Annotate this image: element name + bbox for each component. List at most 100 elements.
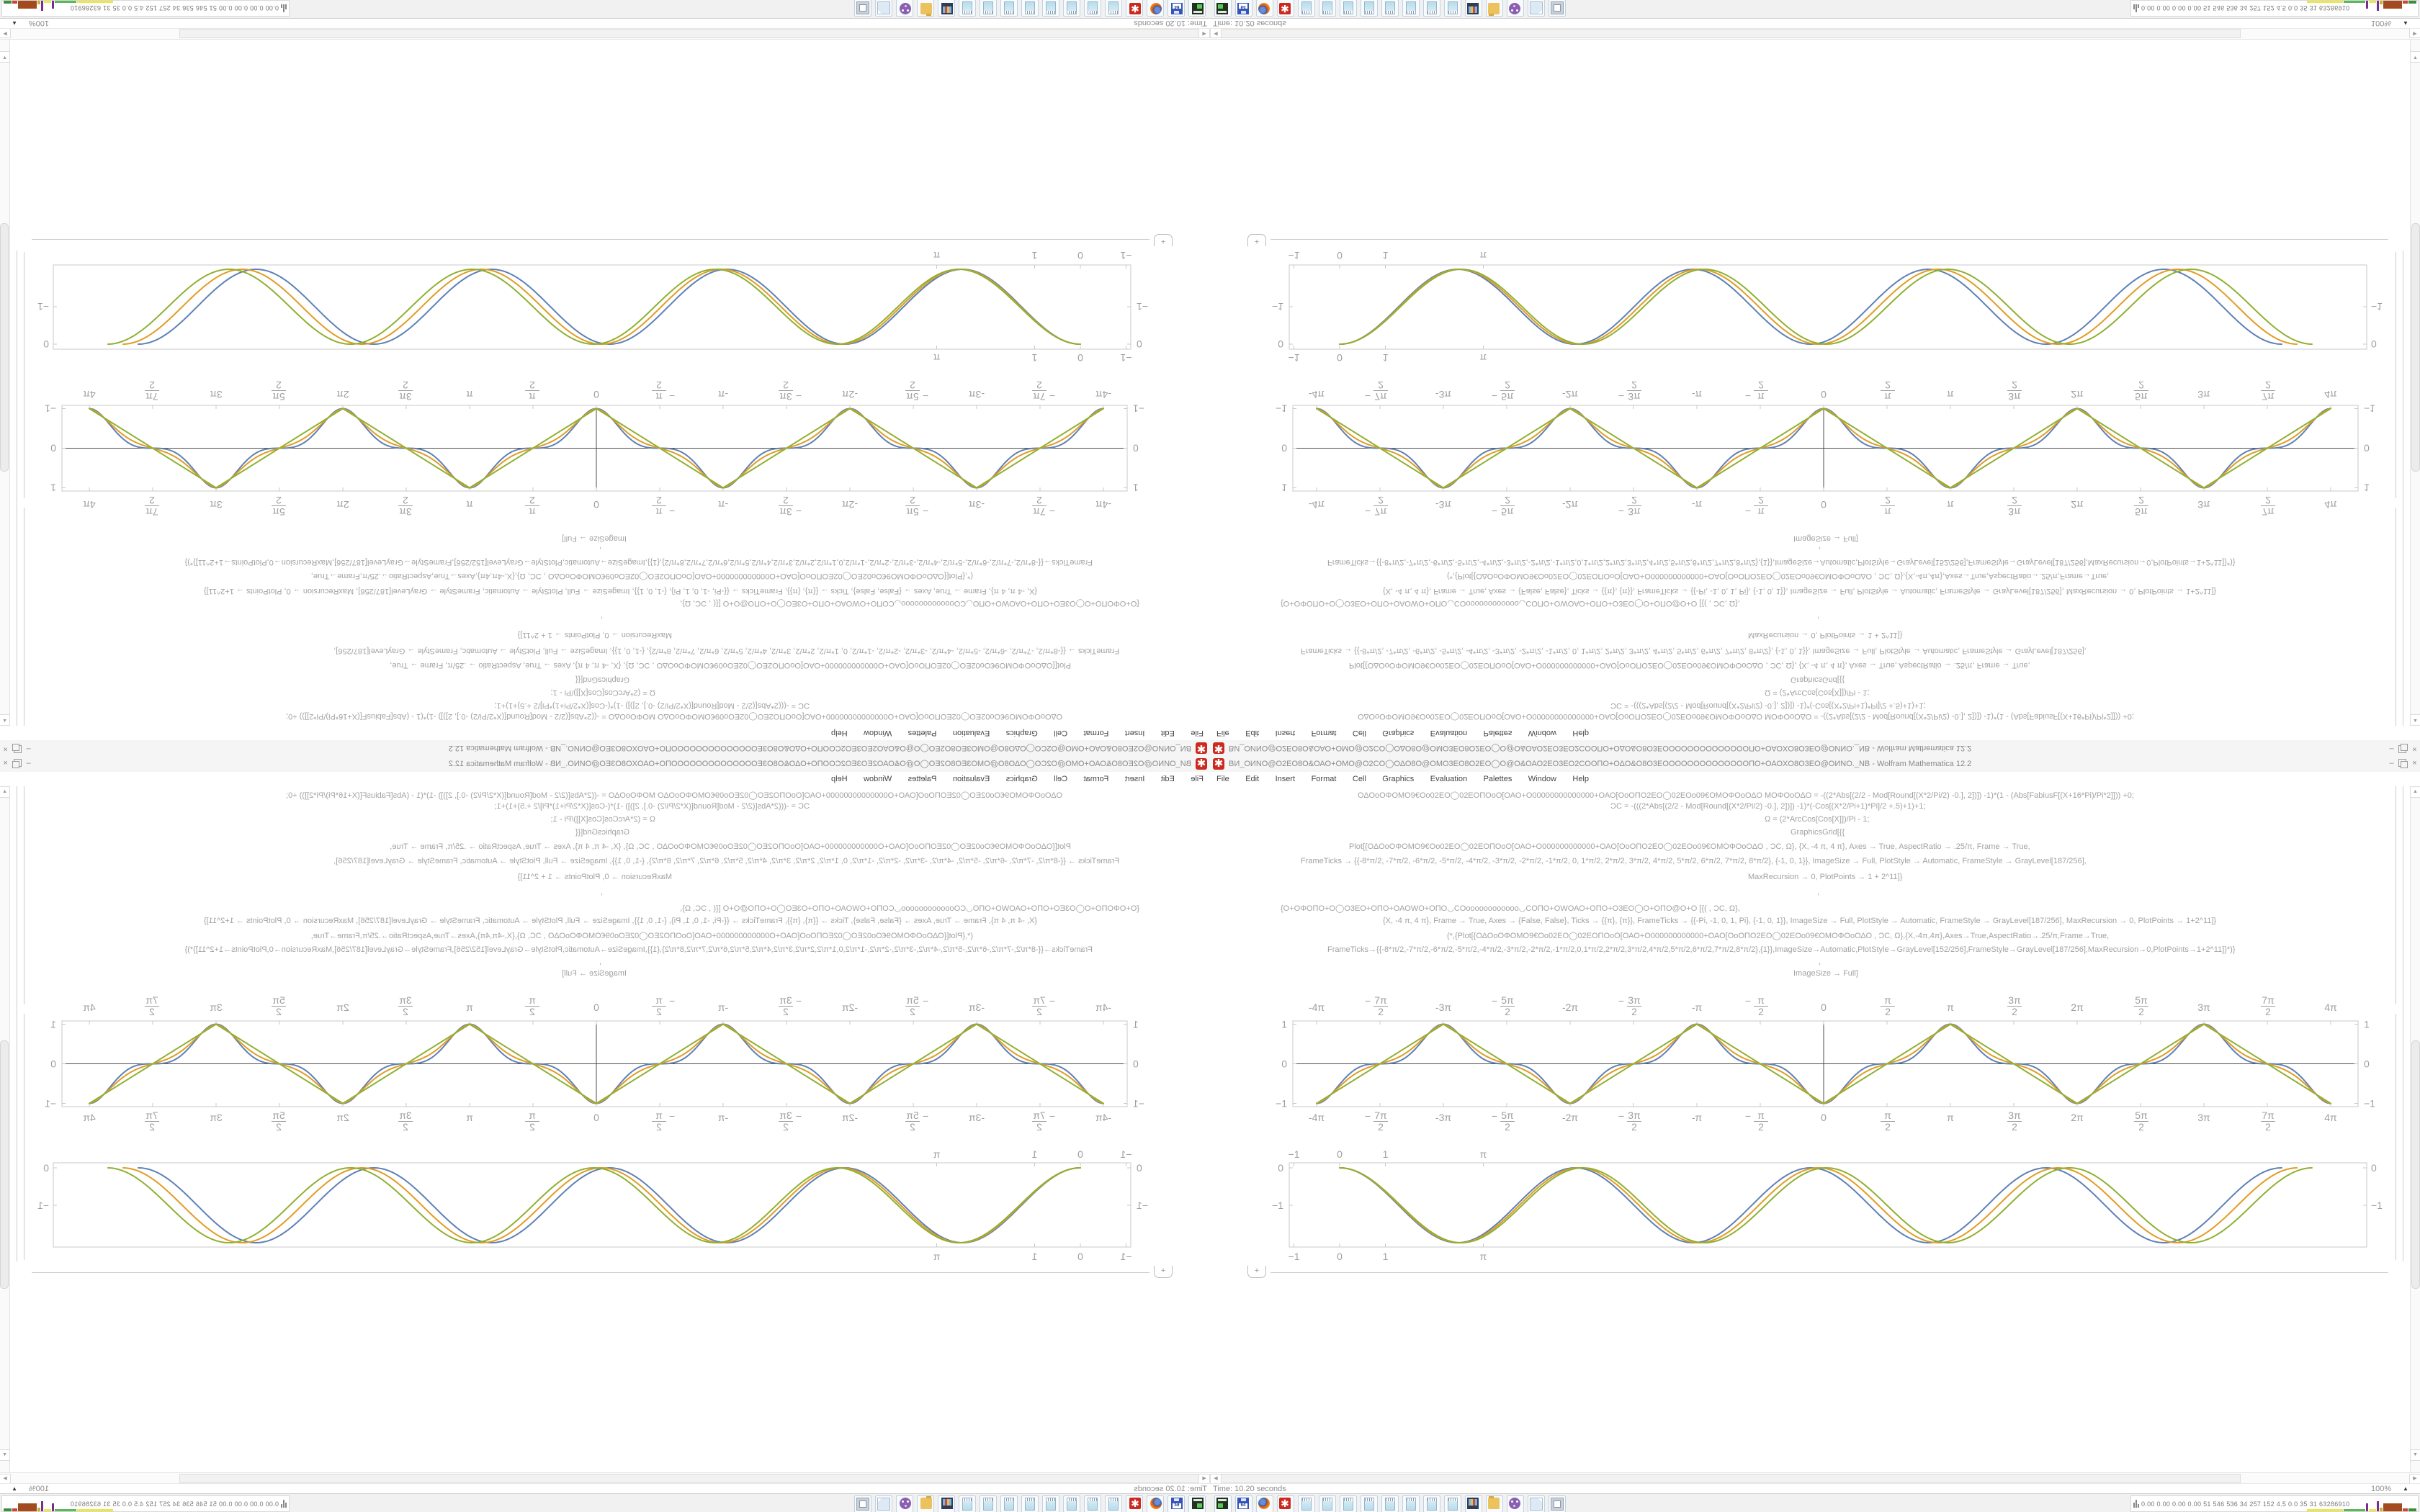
- menu-format[interactable]: Format: [1311, 729, 1337, 737]
- launcher-notepad-7[interactable]: [980, 1495, 997, 1512]
- launcher-notepad-5[interactable]: [1021, 0, 1039, 17]
- scroll-right-icon[interactable]: ▶: [2409, 1474, 2420, 1484]
- menu-file[interactable]: File: [1216, 729, 1229, 737]
- launcher-gimp[interactable]: [1507, 0, 1524, 17]
- launcher-notepad-1[interactable]: [1105, 1495, 1122, 1512]
- cell-insert-plus-icon[interactable]: +: [1154, 1266, 1173, 1278]
- launcher-firefox[interactable]: [1147, 1495, 1164, 1512]
- menu-edit[interactable]: Edit: [1245, 729, 1260, 737]
- launcher-notepad-1[interactable]: [1298, 1495, 1315, 1512]
- horizontal-scrollbar-thumb[interactable]: [1221, 1474, 2241, 1483]
- restore-icon[interactable]: [12, 744, 22, 753]
- menu-format[interactable]: Format: [1311, 775, 1337, 783]
- launcher-notepad-6[interactable]: [1000, 1495, 1018, 1512]
- launcher-document-viewer[interactable]: [875, 0, 892, 17]
- horizontal-scrollbar-thumb[interactable]: [179, 29, 1199, 38]
- launcher-mathematica[interactable]: ✱: [1126, 1495, 1143, 1512]
- menu-graphics[interactable]: Graphics: [1005, 775, 1038, 783]
- launcher-display-settings[interactable]: [1465, 1495, 1482, 1512]
- cell-insertion-line[interactable]: [1270, 1272, 2388, 1273]
- magnification-label[interactable]: 100%: [28, 19, 49, 27]
- launcher-notepad-5[interactable]: [1021, 1495, 1039, 1512]
- cell-insertion-line[interactable]: [32, 239, 1150, 240]
- menu-evaluation[interactable]: Evaluation: [952, 729, 990, 737]
- launcher-terminal[interactable]: [1188, 0, 1206, 17]
- menu-window[interactable]: Window: [864, 775, 892, 783]
- scroll-down-icon[interactable]: ▼: [2410, 1449, 2420, 1461]
- menu-help[interactable]: Help: [1572, 775, 1589, 783]
- scroll-right-icon[interactable]: ▶: [0, 1474, 11, 1484]
- menu-insert[interactable]: Insert: [1275, 729, 1296, 737]
- magnification-popup-icon[interactable]: ▲: [12, 20, 17, 27]
- launcher-terminal[interactable]: [1214, 0, 1232, 17]
- launcher-desktop[interactable]: [1549, 1495, 1566, 1512]
- magnification-label[interactable]: 100%: [2371, 1485, 2392, 1493]
- menu-palettes[interactable]: Palettes: [908, 775, 937, 783]
- horizontal-scrollbar-thumb[interactable]: [1221, 29, 2241, 38]
- menu-format[interactable]: Format: [1083, 775, 1109, 783]
- vertical-scrollbar-thumb[interactable]: [2411, 1040, 2420, 1289]
- code-line-7[interactable]: MaxRecursion → 0, PlotPoints → 1 + 2^11]…: [1748, 873, 1903, 881]
- launcher-notepad-3[interactable]: [1340, 1495, 1357, 1512]
- window-titlebar[interactable]: ✱ BИ_ΟИΝΟ@Ο2ΕΟ8Ο&ΟΑΟ+ΟΜΟ@Ο2CΟ◯ΟΔΟ8Ο@ΟΜΟ3…: [0, 756, 1210, 773]
- scroll-up-icon[interactable]: ▲: [0, 786, 10, 798]
- scroll-right-icon[interactable]: ▶: [2409, 28, 2420, 38]
- launcher-notepad-4[interactable]: [1042, 0, 1059, 17]
- launcher-folder[interactable]: [1486, 0, 1503, 17]
- launcher-desktop[interactable]: [1549, 0, 1566, 17]
- menu-help[interactable]: Help: [831, 729, 848, 737]
- menu-window[interactable]: Window: [1528, 729, 1556, 737]
- menu-cell[interactable]: Cell: [1352, 775, 1366, 783]
- menu-cell[interactable]: Cell: [1054, 729, 1068, 737]
- vertical-scrollbar-thumb[interactable]: [0, 1040, 9, 1289]
- launcher-gimp[interactable]: [896, 0, 913, 17]
- cell-insert-plus-icon[interactable]: +: [1154, 234, 1173, 246]
- launcher-display-settings[interactable]: [938, 1495, 955, 1512]
- code-line-13[interactable]: ,: [1819, 958, 1821, 966]
- menu-insert[interactable]: Insert: [1124, 729, 1145, 737]
- menu-palettes[interactable]: Palettes: [1483, 729, 1512, 737]
- scroll-up-icon[interactable]: ▲: [0, 714, 10, 726]
- code-line-1[interactable]: ΟΔΟοΟΦΟΜΟ9€Οο02ΕΟ◯02ΕΟΠΟοΟ[ΟΑΟ+Ο00000000…: [1358, 791, 2134, 800]
- horizontal-scrollbar-thumb[interactable]: [179, 1474, 1199, 1483]
- launcher-folder[interactable]: [1486, 1495, 1503, 1512]
- scroll-down-icon[interactable]: ▼: [0, 51, 10, 63]
- launcher-gimp[interactable]: [896, 1495, 913, 1512]
- scroll-up-icon[interactable]: ▲: [2410, 714, 2420, 726]
- code-line-4[interactable]: GraphicsGrid[{{: [1791, 828, 1845, 837]
- horizontal-scrollbar[interactable]: ◀ ▶: [0, 27, 1210, 40]
- code-line-10[interactable]: {X, -4 π, 4 π}, Frame → True, Axes → {Fa…: [1383, 917, 2217, 925]
- code-line-14[interactable]: ImageSize → Full]: [1793, 969, 1858, 978]
- launcher-notepad-8[interactable]: [1444, 1495, 1461, 1512]
- menu-graphics[interactable]: Graphics: [1382, 729, 1415, 737]
- launcher-notepad-1[interactable]: [1105, 0, 1122, 17]
- menu-format[interactable]: Format: [1083, 729, 1109, 737]
- code-line-6[interactable]: FrameTicks → {{-8*π/2, -7*π/2, -6*π/2, -…: [1301, 857, 2087, 865]
- magnification-popup-icon[interactable]: ▲: [12, 1485, 17, 1492]
- minimize-button[interactable]: –: [2389, 744, 2394, 753]
- launcher-notepad-4[interactable]: [1361, 0, 1378, 17]
- launcher-notepad-6[interactable]: [1000, 0, 1018, 17]
- code-line-11[interactable]: (*,{Plot[{ΟΔΟοΟΦΟΜΟ9€Οο02ΕΟ◯02ΕΟΠΟοΟ[ΟΑΟ…: [1447, 932, 2110, 940]
- cell-insertion-line[interactable]: [1270, 239, 2388, 240]
- magnification-popup-icon[interactable]: ▲: [2403, 20, 2408, 27]
- menu-window[interactable]: Window: [864, 729, 892, 737]
- launcher-terminal[interactable]: [1188, 1495, 1206, 1512]
- scroll-down-icon[interactable]: ▼: [2410, 51, 2420, 63]
- menu-help[interactable]: Help: [831, 775, 848, 783]
- launcher-notepad-8[interactable]: [1444, 0, 1461, 17]
- minimize-button[interactable]: –: [26, 744, 31, 753]
- restore-icon[interactable]: [2398, 744, 2408, 753]
- horizontal-scrollbar[interactable]: ◀ ▶: [1210, 27, 2420, 40]
- launcher-mathematica[interactable]: ✱: [1126, 0, 1143, 17]
- menu-cell[interactable]: Cell: [1054, 775, 1068, 783]
- code-line-12[interactable]: FrameTicks→{{-8*π/2,-7*π/2,-6*π/2,-5*π/2…: [1327, 945, 2236, 954]
- launcher-notepad-2[interactable]: [1084, 0, 1101, 17]
- close-button[interactable]: ×: [3, 759, 8, 768]
- launcher-notepad-4[interactable]: [1042, 1495, 1059, 1512]
- code-line-9[interactable]: {Ο+ΟΦΟΠΟ+Ο◯Ο3ΕΟ+ΟΠΟ+ΟΑΟWΟ+ΟΠΟ◡CΟοοοοοοοο…: [1281, 904, 1740, 913]
- menu-file[interactable]: File: [1216, 775, 1229, 783]
- launcher-document-viewer[interactable]: [875, 1495, 892, 1512]
- menu-evaluation[interactable]: Evaluation: [1430, 729, 1468, 737]
- launcher-notepad-2[interactable]: [1319, 1495, 1336, 1512]
